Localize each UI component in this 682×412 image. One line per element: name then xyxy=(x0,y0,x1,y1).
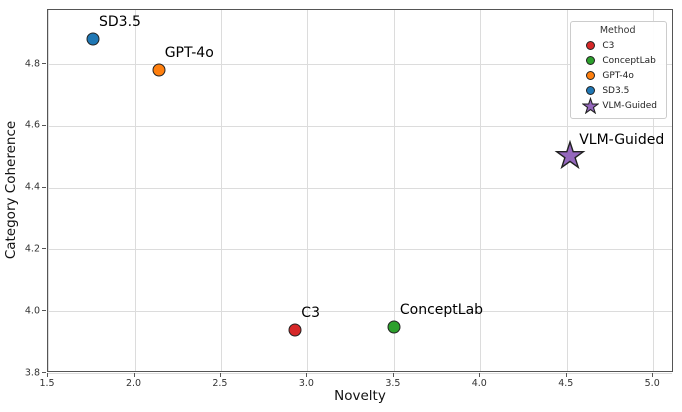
x-axis-label: Novelty xyxy=(334,388,386,404)
gridline-vertical xyxy=(566,10,568,371)
y-tick-label: 4.8 xyxy=(24,58,40,70)
x-tick-mark xyxy=(565,373,567,377)
y-tick-label: 3.8 xyxy=(24,367,40,378)
legend-item-label: C3 xyxy=(602,40,615,51)
gridline-horizontal xyxy=(48,373,672,374)
point-label-conceptlab: ConceptLab xyxy=(399,301,484,318)
x-tick-mark xyxy=(392,373,394,377)
x-tick-label: 4.0 xyxy=(471,378,487,389)
circle-icon xyxy=(585,70,596,81)
y-tick-mark xyxy=(42,124,46,126)
y-tick-mark xyxy=(42,248,46,250)
data-point-sd3.5-circle-marker xyxy=(86,32,100,46)
gridline-horizontal xyxy=(48,187,672,189)
gridline-vertical xyxy=(307,10,309,371)
legend-item-conceptlab: ConceptLab xyxy=(578,53,657,68)
x-tick-mark xyxy=(219,373,221,377)
gridline-horizontal xyxy=(48,64,672,66)
legend-item-sd3.5: SD3.5 xyxy=(578,83,657,98)
x-tick-label: 4.5 xyxy=(558,378,574,389)
legend-item-label: ConceptLab xyxy=(602,55,656,66)
point-label-gpt-4o: GPT-4o xyxy=(164,45,214,62)
gridline-horizontal xyxy=(48,125,672,127)
point-label-vlm-guided: VLM-Guided xyxy=(579,131,665,148)
gridline-vertical xyxy=(393,10,395,371)
circle-icon xyxy=(585,40,596,51)
legend-item-label: SD3.5 xyxy=(602,85,630,96)
legend-marker-cell xyxy=(578,85,602,96)
data-point-conceptlab-circle-marker xyxy=(387,320,401,334)
gridline-vertical xyxy=(134,10,136,371)
circle-icon xyxy=(585,55,596,66)
y-tick-label: 4.2 xyxy=(24,243,40,255)
legend-item-vlm-guided: VLM-Guided xyxy=(578,97,657,114)
y-tick-label: 4.6 xyxy=(24,119,40,131)
circle-icon xyxy=(585,85,596,96)
legend-marker-cell xyxy=(578,55,602,66)
gridline-vertical xyxy=(220,10,222,371)
legend-items: C3 ConceptLab GPT-4o SD3.5 VLM-Guided xyxy=(578,38,657,114)
x-tick-label: 2.5 xyxy=(212,378,228,389)
y-tick-mark xyxy=(42,310,46,312)
data-point-vlm-guided-star-marker xyxy=(554,139,586,175)
x-tick-mark xyxy=(652,373,654,377)
point-label-c3: C3 xyxy=(301,304,320,321)
gridline-horizontal xyxy=(48,311,672,313)
x-tick-label: 2.0 xyxy=(125,378,142,389)
legend-marker-cell xyxy=(578,97,602,114)
x-tick-mark xyxy=(306,373,308,377)
legend-item-label: VLM-Guided xyxy=(602,100,657,111)
x-tick-label: 5.0 xyxy=(644,378,660,389)
legend-item-label: GPT-4o xyxy=(602,70,634,81)
legend-title: Method xyxy=(599,25,636,36)
y-tick-mark xyxy=(42,63,46,65)
x-tick-mark xyxy=(47,373,48,377)
x-tick-label: 3.5 xyxy=(385,378,401,389)
star-icon xyxy=(581,97,599,114)
legend: Method C3 ConceptLab GPT-4o SD3.5 VLM-Guided xyxy=(570,21,667,119)
gridline-vertical xyxy=(653,10,655,371)
legend-marker-cell xyxy=(578,70,602,81)
x-tick-label: 3.0 xyxy=(298,378,314,389)
y-tick-label: 4.4 xyxy=(24,181,40,193)
x-tick-mark xyxy=(133,373,135,377)
data-point-c3-circle-marker xyxy=(288,323,302,337)
x-tick-mark xyxy=(479,373,481,377)
point-label-sd3.5: SD3.5 xyxy=(99,14,141,31)
gridline-horizontal xyxy=(48,249,672,251)
gridline-vertical xyxy=(480,10,482,371)
y-tick-mark xyxy=(42,186,46,188)
legend-item-gpt-4o: GPT-4o xyxy=(578,68,657,83)
plot-area: C3 ConceptLab GPT-4o SD3.5 VLM-Guided Method… xyxy=(47,9,673,374)
legend-item-c3: C3 xyxy=(578,38,657,53)
y-axis-label: Category Coherence xyxy=(3,120,19,260)
y-tick-mark xyxy=(42,372,46,373)
x-tick-label: 1.5 xyxy=(39,378,55,389)
gridline-vertical xyxy=(48,10,49,371)
legend-marker-cell xyxy=(578,40,602,51)
data-point-gpt-4o-circle-marker xyxy=(152,63,166,77)
y-tick-label: 4.0 xyxy=(24,305,40,317)
star-icon xyxy=(554,139,586,169)
